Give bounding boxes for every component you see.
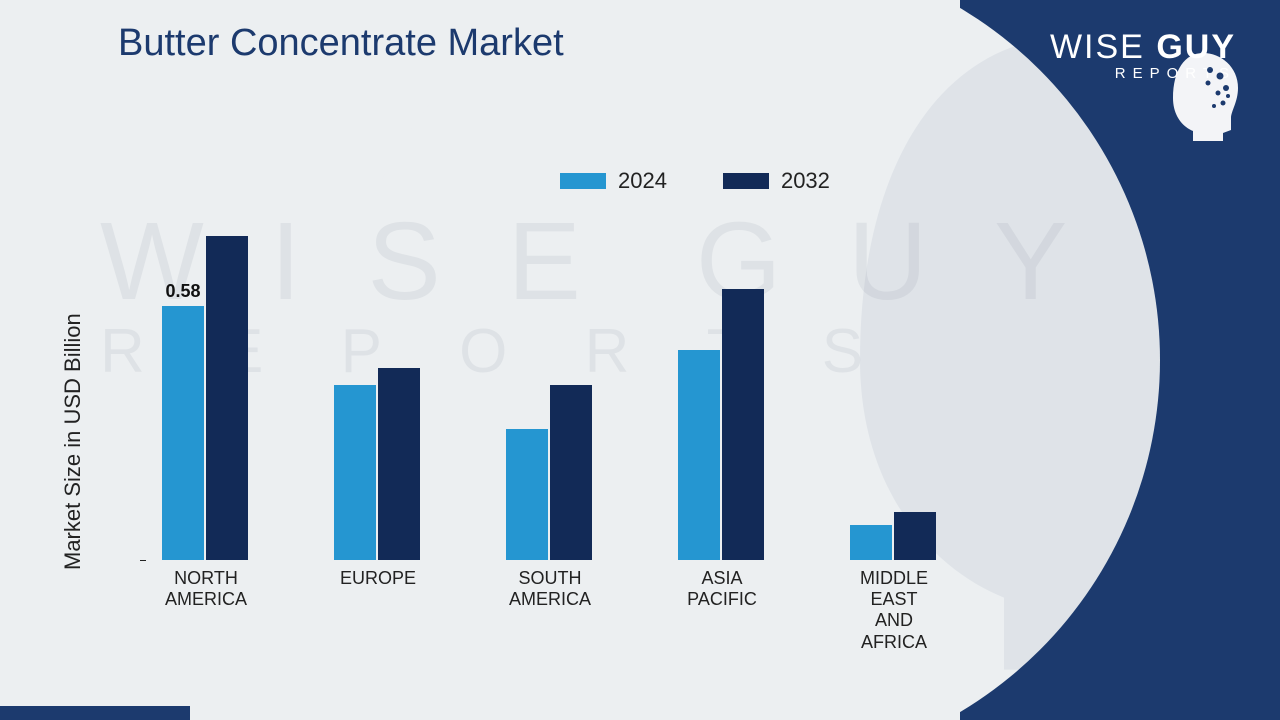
bar-value-label: 0.58 (153, 281, 213, 302)
bar-2032 (894, 512, 936, 560)
bar-2032 (550, 385, 592, 560)
bar-2032 (378, 368, 420, 561)
legend-label-2024: 2024 (618, 168, 667, 194)
category-label: MIDDLEEASTANDAFRICA (814, 560, 974, 653)
category-label: EUROPE (298, 560, 458, 589)
legend-label-2032: 2032 (781, 168, 830, 194)
brand-head-icon (1148, 48, 1248, 148)
category-label: ASIAPACIFIC (642, 560, 802, 610)
brand-word-1: WISE (1050, 28, 1145, 66)
chart-title: Butter Concentrate Market (118, 22, 564, 65)
bar-2024 (334, 385, 376, 560)
bar-2024 (506, 429, 548, 560)
bar-2024 (162, 306, 204, 560)
bar-2032 (722, 289, 764, 560)
brand-block: WISE GUY REPORTS (1050, 28, 1236, 82)
legend-item-2032: 2032 (723, 168, 830, 194)
category-label: NORTHAMERICA (126, 560, 286, 610)
bar-chart-plot: 0.58NORTHAMERICAEUROPESOUTHAMERICAASIAPA… (140, 210, 960, 560)
legend-swatch-2024 (560, 173, 606, 189)
y-axis-label: Market Size in USD Billion (60, 313, 86, 570)
bar-2024 (678, 350, 720, 560)
category-label: SOUTHAMERICA (470, 560, 630, 610)
legend-item-2024: 2024 (560, 168, 667, 194)
footer-accent-bar (0, 706, 190, 720)
chart-canvas: WISE GUY REPORTS Butter Concentrate Mark… (0, 0, 1280, 720)
legend-swatch-2032 (723, 173, 769, 189)
bar-2024 (850, 525, 892, 560)
legend: 2024 2032 (560, 168, 830, 194)
